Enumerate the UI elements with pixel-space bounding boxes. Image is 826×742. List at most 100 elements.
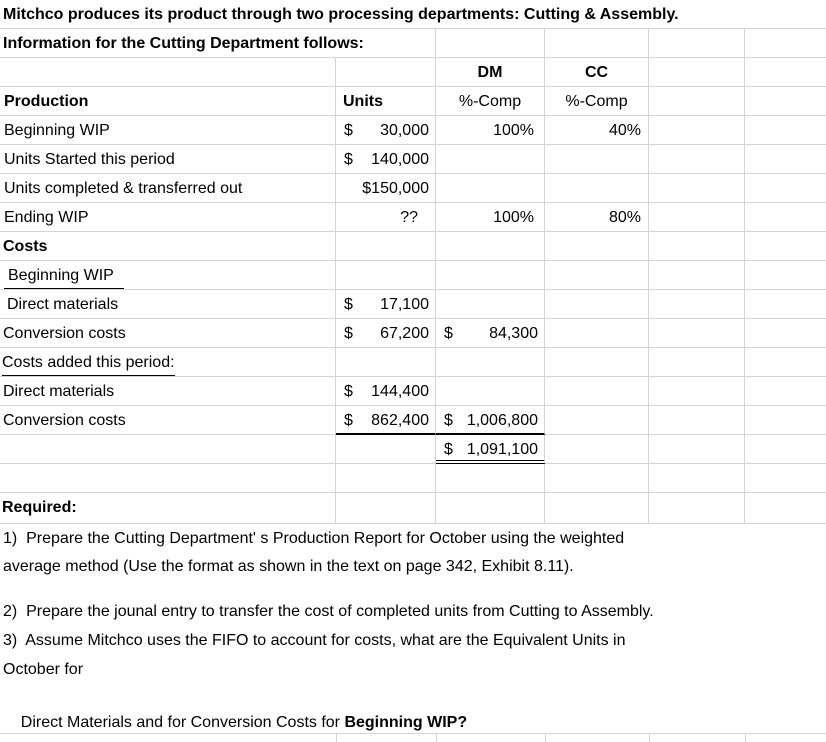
empty-cell[interactable] bbox=[649, 203, 745, 232]
empty-cell[interactable] bbox=[649, 319, 745, 348]
cell-dm-value[interactable]: $ 84,300 bbox=[436, 319, 545, 348]
cell-units-value[interactable]: $ 862,400 bbox=[336, 406, 436, 435]
empty-cell[interactable] bbox=[649, 116, 745, 145]
empty-cell[interactable] bbox=[545, 145, 649, 174]
empty-cell[interactable] bbox=[649, 87, 745, 116]
empty-cell[interactable] bbox=[649, 406, 745, 435]
empty-cell[interactable] bbox=[545, 435, 649, 464]
empty-cell[interactable] bbox=[436, 464, 545, 493]
empty-cell[interactable] bbox=[745, 406, 826, 435]
cell-cc-pct-value[interactable]: 40% bbox=[545, 116, 649, 145]
empty-cell[interactable] bbox=[336, 493, 436, 524]
empty-cell[interactable] bbox=[649, 145, 745, 174]
empty-cell[interactable] bbox=[436, 29, 545, 58]
cell-dm-value[interactable]: $ 1,006,800 bbox=[436, 406, 545, 435]
empty-cell[interactable] bbox=[0, 58, 336, 87]
cell-units-value[interactable]: $ 67,200 bbox=[336, 319, 436, 348]
required-line-3b[interactable]: October for bbox=[3, 661, 84, 678]
empty-cell[interactable] bbox=[545, 464, 649, 493]
cell-units-value[interactable]: $ 144,400 bbox=[336, 377, 436, 406]
empty-cell[interactable] bbox=[745, 174, 826, 203]
empty-cell[interactable] bbox=[649, 232, 745, 261]
cell-title[interactable]: Mitchco produces its product through two… bbox=[0, 0, 826, 29]
empty-cell[interactable] bbox=[436, 174, 545, 203]
empty-cell[interactable] bbox=[545, 493, 649, 524]
cell-dm-header[interactable]: DM bbox=[436, 58, 545, 87]
empty-cell[interactable] bbox=[545, 377, 649, 406]
empty-cell[interactable] bbox=[745, 29, 826, 58]
empty-cell[interactable] bbox=[336, 464, 436, 493]
empty-cell[interactable] bbox=[649, 377, 745, 406]
empty-cell[interactable] bbox=[336, 348, 436, 377]
cell-row-label[interactable]: Units completed & transferred out bbox=[0, 174, 336, 203]
empty-cell[interactable] bbox=[649, 261, 745, 290]
cell-row-label[interactable]: Ending WIP bbox=[0, 203, 336, 232]
empty-cell[interactable] bbox=[436, 261, 545, 290]
empty-cell[interactable] bbox=[745, 58, 826, 87]
cell-row-label[interactable]: Beginning WIP bbox=[0, 116, 336, 145]
empty-cell[interactable] bbox=[649, 29, 745, 58]
empty-cell[interactable] bbox=[0, 435, 336, 464]
empty-cell[interactable] bbox=[545, 261, 649, 290]
cell-total-value[interactable]: $ 1,091,100 bbox=[436, 435, 545, 464]
empty-cell[interactable] bbox=[436, 290, 545, 319]
empty-cell[interactable] bbox=[745, 348, 826, 377]
cell-row-label[interactable]: Conversion costs bbox=[0, 319, 336, 348]
required-line-1[interactable]: 1) Prepare the Cutting Department' s Pro… bbox=[3, 530, 625, 547]
empty-cell[interactable] bbox=[649, 348, 745, 377]
cell-units-value[interactable]: $ 140,000 bbox=[336, 145, 436, 174]
cell-row-label[interactable]: Units Started this period bbox=[0, 145, 336, 174]
required-line-1b[interactable]: average method (Use the format as shown … bbox=[3, 558, 574, 575]
cell-cc-pct-header[interactable]: %-Comp bbox=[545, 87, 649, 116]
cell-row-label[interactable]: Direct materials bbox=[0, 290, 336, 319]
required-line-3c[interactable]: Direct Materials and for Conversion Cost… bbox=[3, 687, 826, 742]
cell-cc-pct-value[interactable]: 80% bbox=[545, 203, 649, 232]
cell-required-header[interactable]: Required: bbox=[0, 493, 336, 524]
cell-dm-pct-header[interactable]: %-Comp bbox=[436, 87, 545, 116]
empty-cell[interactable] bbox=[545, 348, 649, 377]
cell-row-label[interactable]: Conversion costs bbox=[0, 406, 336, 435]
empty-cell[interactable] bbox=[745, 464, 826, 493]
empty-cell[interactable] bbox=[336, 58, 436, 87]
empty-cell[interactable] bbox=[649, 435, 745, 464]
empty-cell[interactable] bbox=[545, 406, 649, 435]
empty-cell[interactable] bbox=[436, 377, 545, 406]
empty-cell[interactable] bbox=[545, 29, 649, 58]
empty-cell[interactable] bbox=[545, 174, 649, 203]
cell-costs-header[interactable]: Costs bbox=[0, 232, 336, 261]
empty-cell[interactable] bbox=[436, 145, 545, 174]
required-line-2[interactable]: 2) Prepare the jounal entry to transfer … bbox=[3, 603, 654, 620]
cell-cc-header[interactable]: CC bbox=[545, 58, 649, 87]
cell-units-value[interactable]: $ 17,100 bbox=[336, 290, 436, 319]
cell-units-value[interactable]: $ 30,000 bbox=[336, 116, 436, 145]
empty-cell[interactable] bbox=[745, 203, 826, 232]
cell-costs-added-header[interactable]: Costs added this period: bbox=[0, 348, 336, 377]
empty-cell[interactable] bbox=[649, 174, 745, 203]
empty-cell[interactable] bbox=[745, 87, 826, 116]
empty-cell[interactable] bbox=[745, 319, 826, 348]
empty-cell[interactable] bbox=[545, 290, 649, 319]
empty-cell[interactable] bbox=[436, 348, 545, 377]
cell-units-value[interactable]: ?? bbox=[336, 203, 436, 232]
empty-cell[interactable] bbox=[649, 290, 745, 319]
empty-cell[interactable] bbox=[745, 145, 826, 174]
empty-cell[interactable] bbox=[336, 261, 436, 290]
empty-cell[interactable] bbox=[545, 232, 649, 261]
empty-cell[interactable] bbox=[649, 493, 745, 524]
empty-cell[interactable] bbox=[745, 290, 826, 319]
empty-cell[interactable] bbox=[0, 464, 336, 493]
cell-units-value[interactable]: $150,000 bbox=[336, 174, 436, 203]
required-line-3[interactable]: 3) Assume Mitchco uses the FIFO to accou… bbox=[3, 632, 626, 649]
cell-beginning-wip-header[interactable]: Beginning WIP bbox=[0, 261, 336, 290]
empty-cell[interactable] bbox=[745, 261, 826, 290]
empty-cell[interactable] bbox=[745, 232, 826, 261]
cell-dm-pct-value[interactable]: 100% bbox=[436, 203, 545, 232]
empty-cell[interactable] bbox=[745, 377, 826, 406]
empty-cell[interactable] bbox=[745, 116, 826, 145]
empty-cell[interactable] bbox=[336, 435, 436, 464]
empty-cell[interactable] bbox=[336, 232, 436, 261]
cell-subtitle[interactable]: Information for the Cutting Department f… bbox=[0, 29, 436, 58]
cell-production-header[interactable]: Production bbox=[0, 87, 336, 116]
empty-cell[interactable] bbox=[649, 58, 745, 87]
empty-cell[interactable] bbox=[649, 464, 745, 493]
